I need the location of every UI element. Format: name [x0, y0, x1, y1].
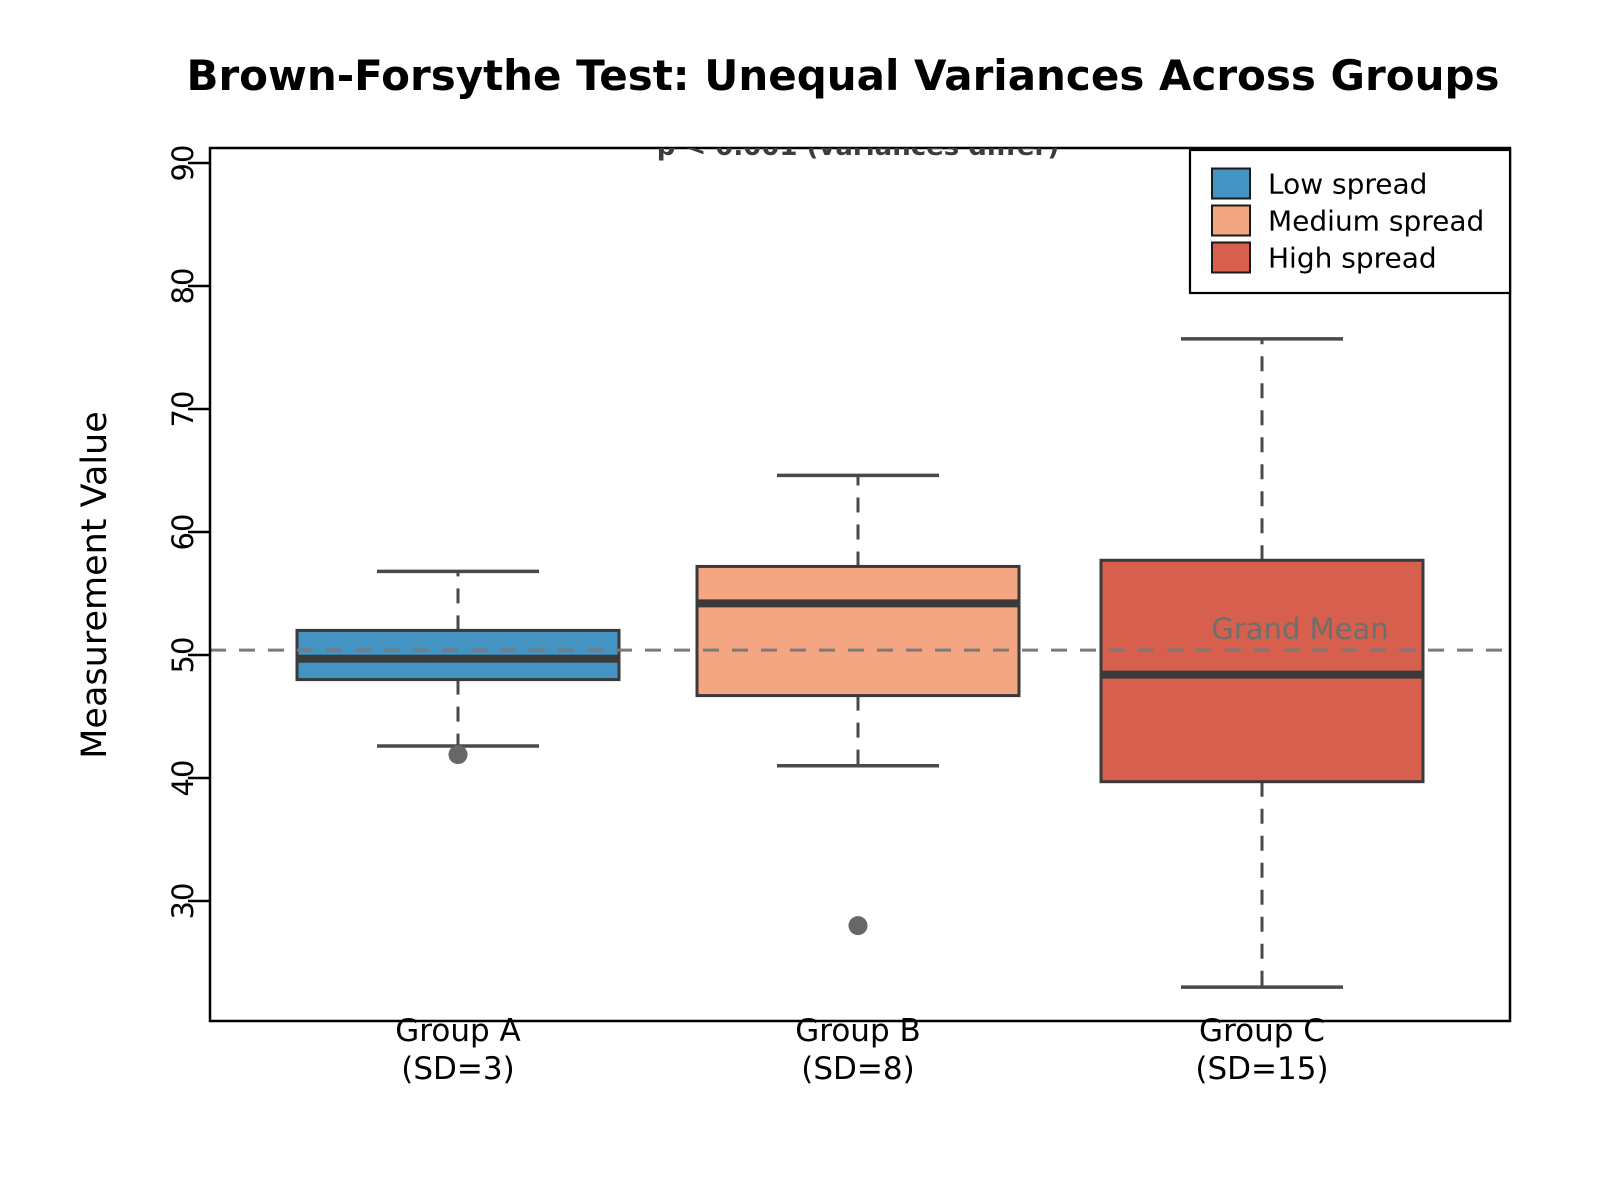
y-axis-label: Measurement Value: [75, 411, 115, 759]
y-tick-label: 30: [166, 883, 200, 920]
legend-item-label-1: Low spread: [1268, 168, 1427, 201]
y-tick-label: 50: [166, 637, 200, 674]
plot-border: [208, 146, 1512, 1023]
chart-title: Brown-Forsythe Test: Unequal Variances A…: [186, 51, 1499, 100]
outlier-group-b: [848, 916, 868, 936]
x-label-group-b: Group B: [795, 1013, 921, 1049]
x-label-group-a: Group A: [395, 1013, 520, 1049]
legend-item-label-3: High spread: [1268, 242, 1437, 275]
annotation-clip-group: p < 0.001 (variances differ): [657, 132, 1059, 162]
plot-area: 30 40 50 60 70 80 90 Group A(SD=3) Group B(SD=8)…: [166, 145, 1512, 1087]
y-tick-label: 80: [166, 268, 200, 305]
legend-item-label-2: Medium spread: [1268, 205, 1484, 238]
x-label-sd-group-c: (SD=15): [1195, 1051, 1328, 1087]
x-label-sd-group-a: (SD=3): [401, 1051, 514, 1087]
grand-mean-label: Grand Mean: [1211, 612, 1388, 646]
legend-swatch-2: [1211, 204, 1251, 237]
outlier-group-a: [448, 745, 468, 765]
legend-swatch-1: [1211, 167, 1251, 200]
y-tick-label: 40: [166, 760, 200, 797]
y-tick-label: 70: [166, 391, 200, 428]
significance-annotation: p < 0.001 (variances differ): [657, 132, 1059, 162]
x-label-sd-group-b: (SD=8): [801, 1051, 914, 1087]
y-tick-label: 90: [166, 145, 200, 182]
legend: Low spread Medium spread High spread: [1188, 148, 1512, 295]
legend-swatch-3: [1211, 241, 1251, 274]
y-tick-label: 60: [166, 514, 200, 551]
x-label-group-c: Group C: [1199, 1013, 1325, 1049]
box-group-b: [695, 564, 1021, 698]
